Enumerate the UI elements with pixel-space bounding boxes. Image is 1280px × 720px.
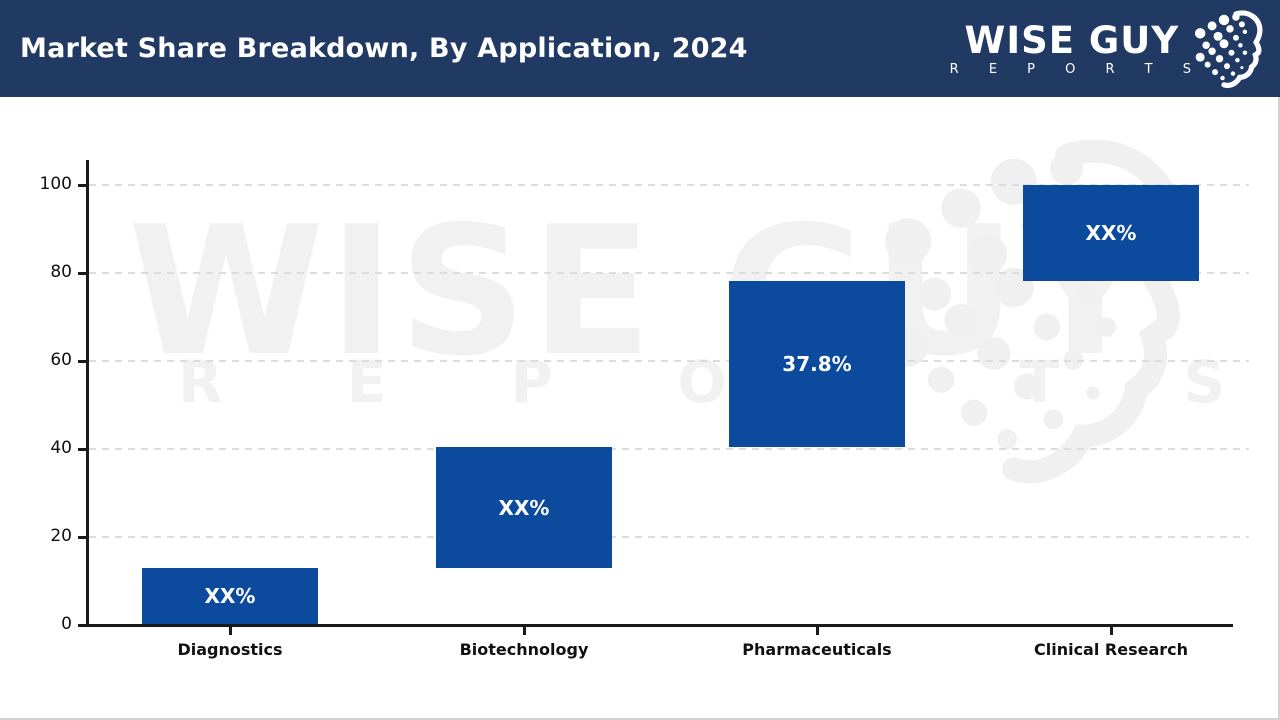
watermark-face-icon bbox=[862, 128, 1192, 493]
header-band: Market Share Breakdown, By Application, … bbox=[0, 0, 1280, 97]
y-tick-label-80: 80 bbox=[50, 262, 72, 282]
y-axis-line bbox=[86, 160, 89, 626]
y-tick-label-20: 20 bbox=[50, 526, 72, 546]
watermark-reports: R E P O R T S bbox=[178, 348, 1278, 416]
bar-label: XX% bbox=[204, 584, 256, 609]
y-tick-mark-0 bbox=[78, 624, 86, 627]
chart-area: WISE GUY R E P O R T S 0 20 40 60 80 100 XX% XX… bbox=[0, 97, 1280, 718]
wise-guy-reports-logo: WISE GUY R E P O R T S bbox=[940, 8, 1266, 90]
y-tick-mark-20 bbox=[78, 536, 86, 539]
category-label-diagnostics: Diagnostics bbox=[177, 640, 283, 659]
x-tick-mark-4 bbox=[1110, 627, 1113, 635]
bar-label: XX% bbox=[498, 495, 550, 520]
logo-reports-label: R E P O R T S bbox=[949, 61, 1204, 77]
page-title: Market Share Breakdown, By Application, … bbox=[20, 33, 748, 64]
category-label-clinical-research: Clinical Research bbox=[1033, 640, 1189, 659]
logo-text: WISE GUY R E P O R T S bbox=[940, 22, 1204, 76]
gridline-100 bbox=[89, 184, 1249, 186]
y-tick-mark-60 bbox=[78, 360, 86, 363]
gridline-20 bbox=[89, 536, 1249, 538]
y-tick-mark-40 bbox=[78, 448, 86, 451]
bar-clinical-research: XX% bbox=[1023, 185, 1199, 281]
bar-label: 37.8% bbox=[782, 352, 852, 377]
y-tick-mark-80 bbox=[78, 272, 86, 275]
bar-biotechnology: XX% bbox=[436, 447, 612, 568]
x-tick-mark-2 bbox=[523, 627, 526, 635]
bar-pharmaceuticals: 37.8% bbox=[729, 280, 905, 448]
y-tick-label-100: 100 bbox=[39, 174, 72, 194]
category-label-biotechnology: Biotechnology bbox=[459, 640, 589, 659]
x-tick-mark-3 bbox=[816, 627, 819, 635]
y-tick-label-60: 60 bbox=[50, 350, 72, 370]
gridline-40 bbox=[89, 448, 1249, 450]
y-tick-label-0: 0 bbox=[61, 614, 72, 634]
gridline-80 bbox=[89, 272, 1249, 274]
y-tick-label-40: 40 bbox=[50, 438, 72, 458]
bar-label: XX% bbox=[1085, 220, 1137, 245]
category-label-pharmaceuticals: Pharmaceuticals bbox=[742, 640, 892, 659]
bar-diagnostics: XX% bbox=[142, 567, 318, 625]
gridline-60 bbox=[89, 360, 1249, 362]
x-tick-mark-1 bbox=[229, 627, 232, 635]
dotted-face-icon bbox=[1188, 8, 1266, 90]
logo-wise-guy-label: WISE GUY bbox=[964, 18, 1180, 62]
y-tick-mark-100 bbox=[78, 184, 86, 187]
x-axis-line bbox=[85, 624, 1233, 627]
